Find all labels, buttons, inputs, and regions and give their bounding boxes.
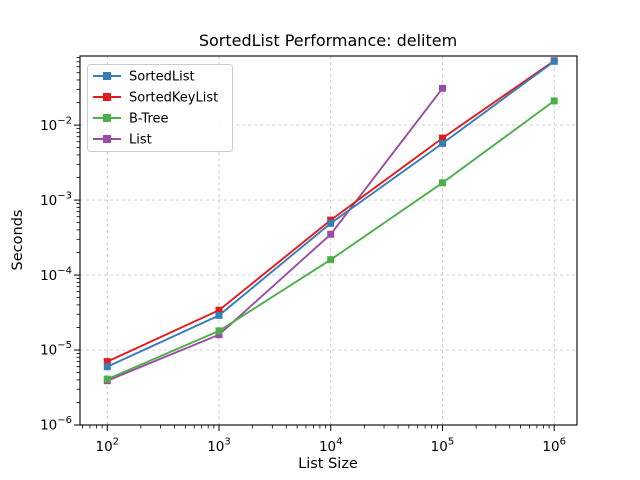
legend-label: B-Tree bbox=[129, 112, 169, 127]
legend-label: List bbox=[129, 133, 152, 148]
legend-item-SortedList: SortedList bbox=[93, 70, 195, 85]
series-marker-SortedList bbox=[215, 311, 223, 319]
y-tick-label: 10−5 bbox=[40, 340, 72, 359]
x-tick-label: 104 bbox=[319, 437, 343, 456]
legend-swatch-marker bbox=[103, 135, 111, 143]
legend-swatch-marker bbox=[103, 114, 111, 122]
tick-layer bbox=[74, 56, 555, 431]
legend-item-SortedKeyList: SortedKeyList bbox=[93, 91, 218, 106]
series-marker-SortedKeyList bbox=[439, 134, 446, 142]
series-marker-B-Tree bbox=[439, 179, 446, 187]
legend-item-List: List bbox=[93, 133, 152, 148]
series-marker-List bbox=[215, 331, 223, 339]
series-marker-List bbox=[439, 84, 446, 92]
series-line-List bbox=[106, 87, 444, 382]
series-marker-B-Tree bbox=[550, 97, 558, 105]
y-tick-label: 10−6 bbox=[40, 415, 72, 434]
tick-label-layer: 102 103 104 105 106 10−2 10−3 10−4 10−5 10−6 bbox=[40, 115, 566, 455]
legend-item-B-Tree: B-Tree bbox=[93, 112, 169, 127]
series-marker-B-Tree bbox=[327, 256, 335, 264]
y-tick-label: 10−4 bbox=[40, 265, 72, 284]
x-tick-label: 106 bbox=[542, 437, 566, 456]
chart-title: SortedList Performance: delitem bbox=[199, 31, 457, 50]
legend: SortedList SortedKeyList B-Tree List bbox=[87, 64, 233, 152]
legend-swatch-marker bbox=[103, 72, 111, 80]
y-tick-label: 10−2 bbox=[40, 115, 72, 134]
legend-label: SortedList bbox=[129, 70, 195, 85]
y-tick-label: 10−3 bbox=[40, 190, 72, 209]
y-axis-label: Seconds bbox=[10, 210, 26, 271]
x-tick-label: 103 bbox=[207, 437, 231, 456]
series-marker-SortedKeyList bbox=[103, 358, 111, 366]
series-marker-SortedKeyList bbox=[215, 306, 223, 314]
x-tick-label: 102 bbox=[95, 437, 119, 456]
series-layer bbox=[103, 57, 558, 385]
legend-box bbox=[87, 64, 233, 152]
series-marker-B-Tree bbox=[103, 375, 111, 383]
x-axis-label: List Size bbox=[298, 456, 358, 472]
series-marker-SortedList bbox=[550, 57, 558, 65]
x-tick-label: 105 bbox=[431, 437, 455, 456]
series-marker-SortedList bbox=[103, 363, 111, 371]
legend-label: SortedKeyList bbox=[129, 91, 218, 106]
series-marker-SortedList bbox=[327, 219, 335, 227]
plot-area-frame bbox=[79, 55, 578, 426]
series-marker-SortedList bbox=[439, 139, 446, 147]
legend-swatch-marker bbox=[103, 93, 111, 101]
series-marker-List bbox=[327, 230, 335, 238]
series-marker-B-Tree bbox=[215, 327, 223, 335]
